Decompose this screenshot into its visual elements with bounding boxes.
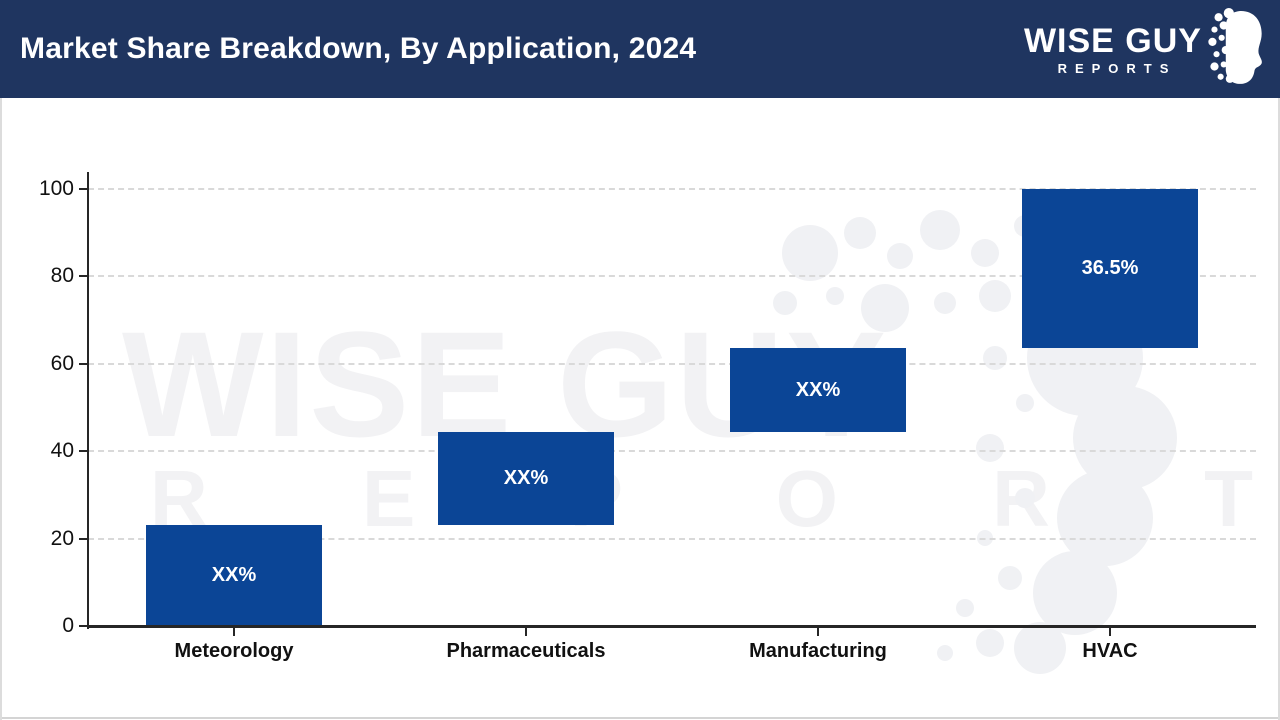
brand-logo-text: WISE GUY REPORTS <box>1024 24 1202 75</box>
x-axis-spine <box>87 625 1256 628</box>
page-border-bottom <box>0 717 1280 719</box>
y-gridline <box>88 362 1256 365</box>
y-tick-label: 100 <box>38 176 74 200</box>
page-border-right <box>1278 98 1280 720</box>
bar-value-label: XX% <box>211 563 257 586</box>
y-gridline <box>88 275 1256 277</box>
x-axis-tick <box>1109 627 1111 636</box>
page-border-left <box>0 98 2 720</box>
y-axis-tick <box>79 362 87 365</box>
bar-value-label: XX% <box>503 466 549 489</box>
x-category-label: Meteorology <box>174 640 294 662</box>
y-axis-tick <box>79 537 87 540</box>
y-axis-tick <box>79 625 87 627</box>
y-tick-label: 60 <box>50 351 74 375</box>
y-axis-tick <box>79 450 87 452</box>
y-tick-label: 0 <box>62 614 74 637</box>
y-axis-spine <box>87 171 89 629</box>
y-axis-tick <box>79 187 87 190</box>
page-title: Market Share Breakdown, By Application, … <box>20 32 697 65</box>
x-axis-tick <box>233 627 235 636</box>
brand-name: WISE GUY <box>1023 21 1202 60</box>
bar-value-label: XX% <box>795 378 841 401</box>
logo-face-icon <box>1204 7 1266 92</box>
bar-hvac: 36.5% <box>1022 188 1198 349</box>
y-gridline <box>88 187 1256 190</box>
brand-logo: WISE GUY REPORTS <box>1024 7 1266 92</box>
header-bar: Market Share Breakdown, By Application, … <box>0 0 1280 98</box>
x-axis-tick <box>525 627 527 636</box>
y-axis-tick <box>79 275 87 277</box>
x-category-label: Pharmaceuticals <box>446 640 606 662</box>
brand-subname: REPORTS <box>1057 60 1177 76</box>
y-gridline <box>88 450 1256 452</box>
x-category-label: HVAC <box>1082 640 1138 662</box>
x-category-label: Manufacturing <box>749 640 887 662</box>
bar-meteorology: XX% <box>146 524 322 626</box>
bar-manufacturing: XX% <box>730 348 906 433</box>
chart-area: WISE GUY R E P O R T S 020406080100XX%Me… <box>0 98 1280 720</box>
bar-value-label: 36.5% <box>1081 256 1139 279</box>
y-tick-label: 40 <box>50 439 74 462</box>
x-axis-tick <box>817 627 819 636</box>
y-tick-label: 80 <box>50 264 74 287</box>
y-gridline <box>88 537 1256 540</box>
y-tick-label: 20 <box>50 526 74 550</box>
bar-pharmaceuticals: XX% <box>438 432 614 525</box>
